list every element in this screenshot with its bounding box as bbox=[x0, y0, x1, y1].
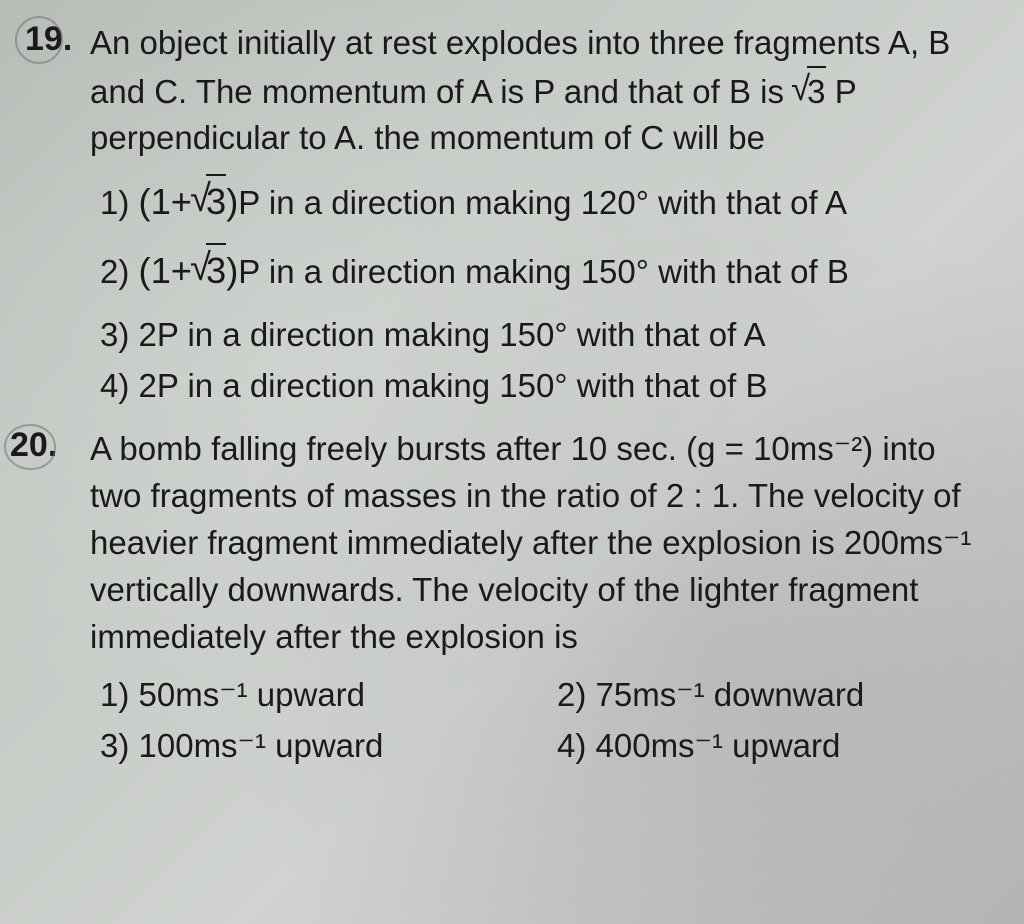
q19-line1: An object initially at rest explodes int… bbox=[90, 24, 881, 61]
question-19: 19. An object initially at rest explodes… bbox=[30, 20, 994, 408]
q20-number: 20. bbox=[10, 426, 57, 465]
q19-opt2-paren: (1+3) bbox=[139, 250, 239, 291]
q19-option-3: 3) 2P in a direction making 150° with th… bbox=[100, 313, 994, 358]
q19-option-4: 4) 2P in a direction making 150° with th… bbox=[100, 364, 994, 409]
question-20: 20. A bomb falling freely bursts after 1… bbox=[30, 426, 994, 764]
q19-opt1-paren: (1+3) bbox=[139, 181, 239, 222]
q20-option-2: 2) 75ms⁻¹ downward bbox=[557, 675, 994, 714]
q19-option-1: 1) (1+3)P in a direction making 120° wit… bbox=[100, 174, 994, 228]
q20-option-4: 4) 400ms⁻¹ upward bbox=[557, 726, 994, 765]
q19-number: 19. bbox=[25, 20, 72, 59]
q19-options: 1) (1+3)P in a direction making 120° wit… bbox=[90, 174, 994, 409]
q20-option-1: 1) 50ms⁻¹ upward bbox=[100, 675, 537, 714]
q20-options: 1) 50ms⁻¹ upward 2) 75ms⁻¹ downward 3) 1… bbox=[90, 675, 994, 765]
q20-option-3: 3) 100ms⁻¹ upward bbox=[100, 726, 537, 765]
q19-option-2: 2) (1+3)P in a direction making 150° wit… bbox=[100, 243, 994, 297]
q20-body: A bomb falling freely bursts after 10 se… bbox=[90, 426, 994, 660]
q19-body: An object initially at rest explodes int… bbox=[90, 20, 994, 162]
q19-sqrt3: 3 bbox=[793, 66, 825, 115]
